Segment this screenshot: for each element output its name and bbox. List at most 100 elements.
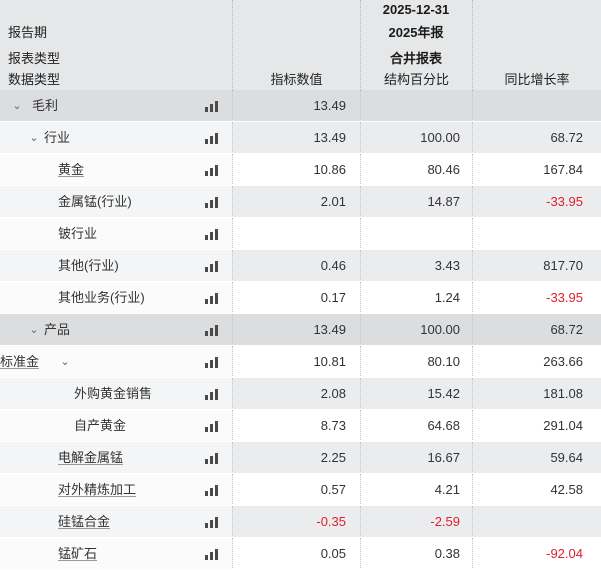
cell-结构百分比: 3.43 bbox=[434, 258, 460, 273]
cell-指标数值: 13.49 bbox=[313, 98, 346, 113]
column-separator-1 bbox=[232, 346, 233, 378]
row-label[interactable]: 电解金属锰 bbox=[58, 450, 124, 465]
cell-结构百分比: 100.00 bbox=[420, 322, 460, 337]
bar-chart-icon[interactable] bbox=[205, 165, 221, 176]
column-separator-1 bbox=[232, 186, 233, 218]
row-data-cells bbox=[232, 186, 601, 218]
bar-chart-icon[interactable] bbox=[205, 101, 221, 112]
row-label-cell bbox=[0, 410, 232, 442]
cell-结构百分比: 64.68 bbox=[427, 418, 460, 433]
column-separator-3 bbox=[472, 410, 473, 442]
bar-chart-icon[interactable] bbox=[205, 261, 221, 272]
cell-结构百分比: 4.21 bbox=[434, 482, 460, 497]
row-label: 外购黄金销售 bbox=[74, 386, 153, 401]
column-separator-2 bbox=[360, 186, 361, 218]
column-separator-3 bbox=[472, 90, 473, 122]
bar-chart-icon[interactable] bbox=[205, 357, 221, 368]
cell-指标数值: 0.46 bbox=[320, 258, 346, 273]
row-data-cells bbox=[232, 90, 601, 122]
chevron-down-icon[interactable]: ⌄ bbox=[29, 132, 39, 144]
chevron-down-icon[interactable]: ⌄ bbox=[60, 356, 70, 368]
column-header-yoy-growth[interactable]: 同比增长率 bbox=[504, 72, 570, 87]
table-row[interactable]: 黄金 10.86 80.46 167.84 bbox=[0, 154, 601, 186]
cell-指标数值: 0.57 bbox=[320, 482, 346, 497]
row-data-cells bbox=[232, 154, 601, 186]
table-row[interactable]: 锰矿石 0.05 0.38 -92.04 bbox=[0, 538, 601, 570]
bar-chart-icon[interactable] bbox=[205, 485, 221, 496]
bar-chart-icon[interactable] bbox=[205, 293, 221, 304]
cell-同比增长率: 817.70 bbox=[543, 258, 583, 273]
row-label-cell bbox=[0, 506, 232, 538]
table-row[interactable]: 金属锰(行业) 2.01 14.87 -33.95 bbox=[0, 186, 601, 218]
row-label-wrapper: 对外精炼加工 bbox=[58, 474, 136, 506]
column-separator-3 bbox=[472, 250, 473, 282]
header-row-report-type: 报表类型 合井报表 bbox=[0, 49, 601, 75]
row-label-wrapper: 产品 bbox=[44, 314, 70, 346]
table-row[interactable]: 其他业务(行业) 0.17 1.24 -33.95 bbox=[0, 282, 601, 314]
cell-结构百分比: 16.67 bbox=[427, 450, 460, 465]
row-data-cells bbox=[232, 410, 601, 442]
bar-chart-icon[interactable] bbox=[205, 453, 221, 464]
header-column-separator-1 bbox=[232, 0, 233, 90]
row-label-wrapper: 电解金属锰 bbox=[58, 442, 123, 474]
period-name-value: 2025年报 bbox=[388, 25, 444, 40]
row-label: 铍行业 bbox=[58, 226, 98, 241]
cell-同比增长率: -33.95 bbox=[546, 290, 583, 305]
cell-同比增长率: 68.72 bbox=[550, 130, 583, 145]
bar-chart-icon[interactable] bbox=[205, 197, 221, 208]
table-row[interactable]: 硅锰合金 -0.35 -2.59 bbox=[0, 506, 601, 538]
bar-chart-icon[interactable] bbox=[205, 421, 221, 432]
row-label[interactable]: 硅锰合金 bbox=[58, 514, 111, 529]
row-label-wrapper: 铍行业 bbox=[58, 218, 97, 250]
column-separator-2 bbox=[360, 410, 361, 442]
report-type-value: 合井报表 bbox=[389, 51, 442, 66]
row-divider bbox=[0, 249, 601, 250]
table-row[interactable]: 其他(行业) 0.46 3.43 817.70 bbox=[0, 250, 601, 282]
bar-chart-icon[interactable] bbox=[205, 389, 221, 400]
row-label-cell bbox=[0, 186, 232, 218]
bar-chart-icon[interactable] bbox=[205, 133, 221, 144]
table-row[interactable]: ⌄ 毛利 13.49 bbox=[0, 90, 601, 122]
row-label-wrapper: 行业 bbox=[44, 122, 70, 154]
row-label-cell bbox=[0, 154, 232, 186]
chevron-down-icon[interactable]: ⌄ bbox=[12, 100, 22, 112]
row-divider bbox=[0, 217, 601, 218]
row-data-cells bbox=[232, 218, 601, 250]
cell-同比增长率: 42.58 bbox=[550, 482, 583, 497]
table-row[interactable]: 铍行业 bbox=[0, 218, 601, 250]
row-label: 产品 bbox=[44, 322, 71, 337]
row-label-wrapper: 黄金 bbox=[58, 154, 84, 186]
row-label[interactable]: 黄金 bbox=[58, 162, 85, 177]
row-divider bbox=[0, 313, 601, 314]
column-separator-3 bbox=[472, 122, 473, 154]
chevron-down-icon[interactable]: ⌄ bbox=[29, 324, 39, 336]
column-header-indicator-value[interactable]: 指标数值 bbox=[270, 72, 323, 87]
cell-指标数值: 10.86 bbox=[313, 162, 346, 177]
table-header: 2025-12-31 报告期 2025年报 报表类型 合井报表 数据类型 指标数… bbox=[0, 0, 601, 90]
column-separator-1 bbox=[232, 90, 233, 122]
table-row[interactable]: ⌄ 标准金 10.81 80.10 263.66 bbox=[0, 346, 601, 378]
table-row[interactable]: 电解金属锰 2.25 16.67 59.64 bbox=[0, 442, 601, 474]
row-label[interactable]: 锰矿石 bbox=[58, 546, 98, 561]
bar-chart-icon[interactable] bbox=[205, 325, 221, 336]
row-label[interactable]: 标准金 bbox=[0, 354, 40, 369]
row-label-cell bbox=[0, 90, 232, 122]
row-data-cells bbox=[232, 282, 601, 314]
cell-同比增长率 bbox=[472, 218, 601, 250]
table-row[interactable]: 外购黄金销售 2.08 15.42 181.08 bbox=[0, 378, 601, 410]
column-header-structure-percent[interactable]: 结构百分比 bbox=[383, 72, 449, 87]
bar-chart-icon[interactable] bbox=[205, 549, 221, 560]
header-row-period-date: 2025-12-31 bbox=[0, 0, 601, 26]
bar-chart-icon[interactable] bbox=[205, 517, 221, 528]
table-row[interactable]: ⌄ 行业 13.49 100.00 68.72 bbox=[0, 122, 601, 154]
row-label[interactable]: 对外精炼加工 bbox=[58, 482, 137, 497]
table-row[interactable]: 对外精炼加工 0.57 4.21 42.58 bbox=[0, 474, 601, 506]
cell-结构百分比 bbox=[360, 90, 472, 122]
column-separator-2 bbox=[360, 314, 361, 346]
header-label-report-period: 报告期 bbox=[8, 25, 48, 40]
table-row[interactable]: ⌄ 产品 13.49 100.00 68.72 bbox=[0, 314, 601, 346]
bar-chart-icon[interactable] bbox=[205, 229, 221, 240]
table-row[interactable]: 自产黄金 8.73 64.68 291.04 bbox=[0, 410, 601, 442]
header-label-data-type: 数据类型 bbox=[8, 72, 61, 87]
column-separator-1 bbox=[232, 410, 233, 442]
